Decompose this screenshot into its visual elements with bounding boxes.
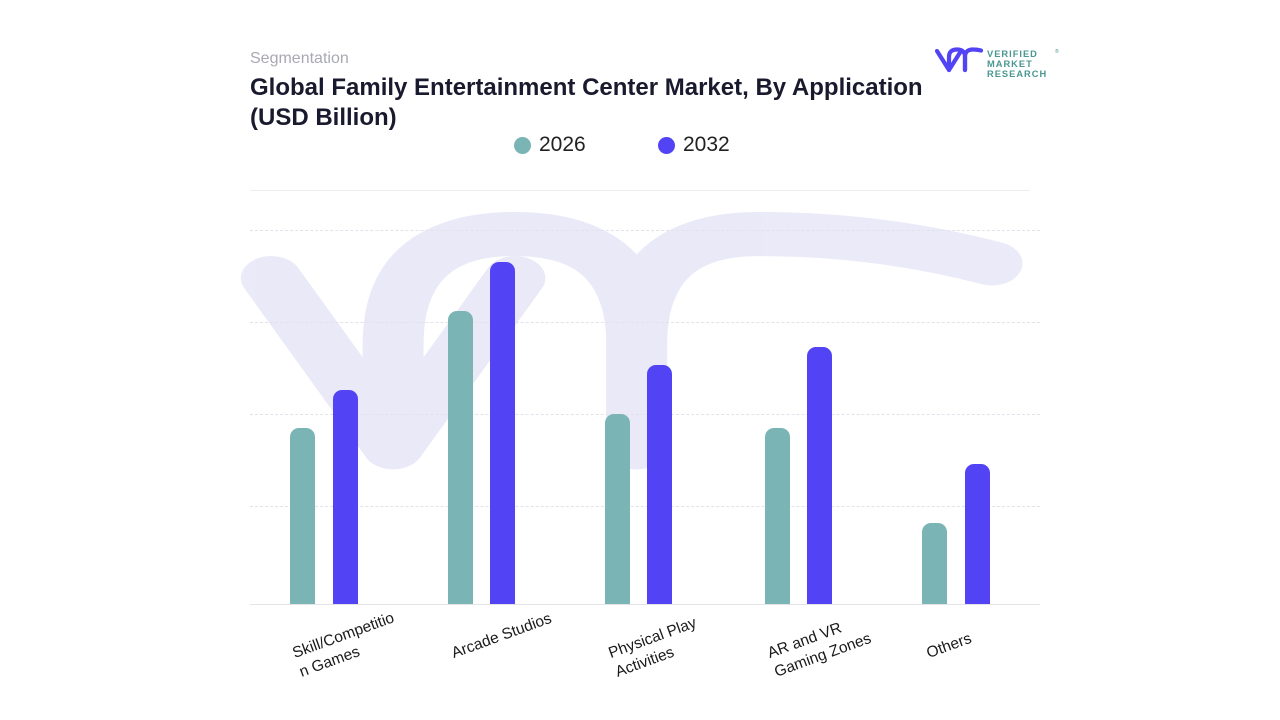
- svg-text:RESEARCH: RESEARCH: [987, 69, 1047, 79]
- svg-text:VERIFIED: VERIFIED: [987, 49, 1038, 59]
- svg-text:®: ®: [1055, 48, 1059, 55]
- svg-text:MARKET: MARKET: [987, 59, 1033, 69]
